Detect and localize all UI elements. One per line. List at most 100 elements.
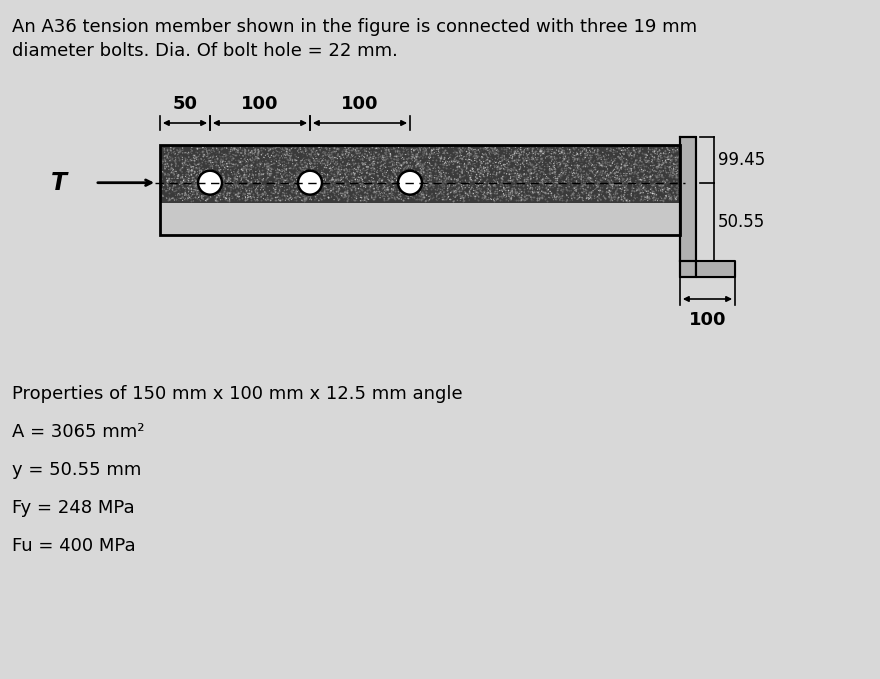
Point — [282, 183, 297, 194]
Point — [502, 149, 517, 160]
Point — [220, 174, 234, 185]
Point — [337, 181, 351, 192]
Point — [590, 145, 605, 156]
Point — [195, 147, 209, 158]
Point — [451, 162, 466, 172]
Point — [336, 187, 350, 198]
Point — [576, 179, 590, 190]
Point — [390, 191, 404, 202]
Point — [357, 172, 371, 183]
Point — [403, 158, 417, 168]
Point — [627, 149, 642, 160]
Point — [608, 190, 622, 201]
Point — [269, 181, 283, 192]
Point — [383, 149, 397, 160]
Point — [421, 172, 435, 183]
Point — [322, 193, 336, 204]
Point — [479, 149, 493, 160]
Point — [524, 188, 539, 199]
Point — [284, 143, 298, 154]
Point — [642, 177, 656, 188]
Point — [646, 181, 660, 191]
Point — [375, 175, 389, 186]
Point — [239, 179, 253, 190]
Point — [511, 176, 525, 187]
Point — [349, 193, 363, 204]
Point — [525, 145, 539, 156]
Point — [669, 170, 683, 181]
Point — [459, 153, 473, 164]
Point — [508, 185, 522, 196]
Point — [449, 151, 463, 162]
Point — [628, 158, 642, 168]
Point — [526, 187, 540, 198]
Point — [390, 146, 404, 157]
Point — [216, 170, 231, 181]
Point — [509, 187, 523, 198]
Point — [489, 167, 503, 178]
Point — [426, 191, 440, 202]
Point — [413, 166, 427, 177]
Point — [591, 168, 605, 179]
Point — [512, 184, 526, 195]
Point — [473, 169, 487, 180]
Point — [426, 190, 440, 201]
Point — [239, 174, 253, 185]
Point — [630, 160, 644, 170]
Point — [373, 149, 387, 160]
Point — [260, 158, 274, 169]
Point — [481, 194, 495, 204]
Point — [611, 162, 625, 173]
Point — [174, 151, 188, 162]
Point — [557, 163, 571, 174]
Point — [217, 163, 231, 174]
Point — [276, 144, 290, 155]
Point — [551, 175, 565, 186]
Point — [463, 157, 477, 168]
Point — [167, 177, 181, 188]
Point — [434, 152, 448, 163]
Point — [503, 149, 517, 160]
Point — [286, 190, 300, 201]
Point — [319, 183, 334, 194]
Point — [382, 175, 396, 185]
Point — [159, 185, 173, 196]
Point — [303, 170, 317, 181]
Point — [410, 175, 424, 186]
Point — [593, 173, 607, 184]
Point — [264, 164, 278, 175]
Point — [436, 148, 450, 159]
Point — [620, 177, 634, 188]
Point — [366, 187, 380, 198]
Point — [665, 180, 679, 191]
Point — [538, 194, 552, 204]
Point — [262, 160, 276, 171]
Point — [567, 183, 581, 194]
Point — [216, 175, 230, 185]
Point — [341, 143, 356, 154]
Point — [261, 161, 275, 172]
Point — [495, 185, 510, 196]
Point — [235, 145, 249, 155]
Point — [593, 172, 607, 183]
Point — [503, 173, 517, 184]
Point — [463, 174, 477, 185]
Point — [549, 194, 563, 204]
Point — [321, 145, 335, 155]
Point — [545, 179, 559, 189]
Point — [565, 147, 579, 158]
Point — [618, 153, 632, 164]
Point — [258, 183, 272, 194]
Point — [238, 153, 252, 164]
Point — [357, 160, 371, 170]
Point — [163, 183, 177, 194]
Point — [403, 193, 417, 204]
Point — [354, 172, 368, 183]
Point — [288, 154, 302, 165]
Point — [234, 183, 248, 194]
Point — [185, 164, 199, 175]
Point — [436, 189, 450, 200]
Point — [464, 187, 478, 198]
Point — [364, 163, 378, 174]
Point — [290, 167, 304, 178]
